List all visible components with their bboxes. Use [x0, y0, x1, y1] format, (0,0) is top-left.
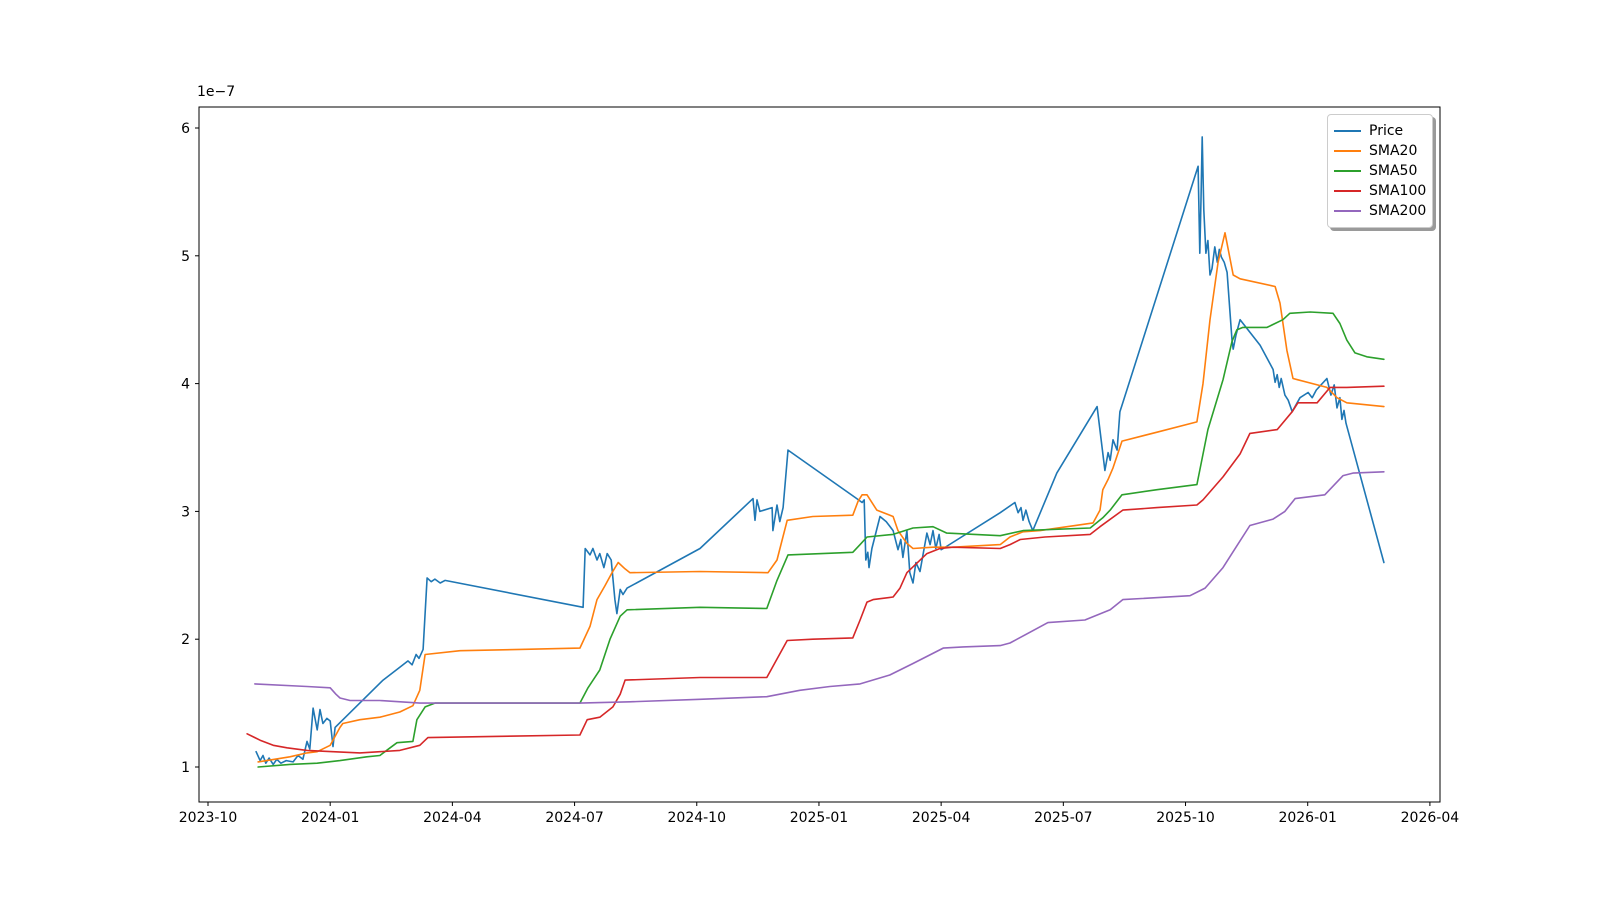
legend-swatch-sma20: [1334, 150, 1361, 152]
legend-item-sma20: SMA20: [1334, 141, 1424, 161]
x-tick-label: 2025-04: [912, 810, 971, 826]
legend-label: SMA20: [1369, 143, 1418, 159]
x-tick-label: 2025-07: [1034, 810, 1093, 826]
y-axis-offset-label: 1e−7: [197, 84, 236, 100]
legend-label: Price: [1369, 123, 1404, 139]
series-line-sma20: [257, 232, 1385, 763]
series-line-price: [255, 136, 1385, 766]
legend-label: SMA100: [1369, 183, 1427, 199]
legend-swatch-sma50: [1334, 170, 1361, 172]
axes-frame: [198, 106, 1441, 803]
series-line-sma50: [257, 311, 1385, 768]
legend-label: SMA50: [1369, 163, 1418, 179]
legend-item-sma50: SMA50: [1334, 161, 1424, 181]
legend-swatch-price: [1334, 130, 1361, 132]
legend-label: SMA200: [1369, 203, 1427, 219]
x-tick-label: 2025-01: [790, 810, 849, 826]
x-tick-label: 2023-10: [179, 810, 238, 826]
y-tick-label: 6: [181, 121, 190, 137]
series-line-sma200: [254, 470, 1385, 704]
x-tick-label: 2026-01: [1278, 810, 1337, 826]
legend-swatch-sma200: [1334, 210, 1361, 212]
y-tick-label: 1: [181, 760, 190, 776]
legend-item-price: Price: [1334, 121, 1424, 141]
y-tick-label: 3: [181, 504, 190, 520]
legend-swatch-sma100: [1334, 190, 1361, 192]
legend: Price SMA20 SMA50 SMA100 SMA200: [1327, 114, 1433, 228]
x-tick-label: 2024-04: [423, 810, 482, 826]
x-tick-label: 2025-10: [1156, 810, 1215, 826]
legend-item-sma200: SMA200: [1334, 201, 1427, 221]
x-tick-label: 2024-07: [545, 810, 604, 826]
x-tick-label: 2024-01: [301, 810, 360, 826]
y-tick-label: 5: [181, 249, 190, 265]
x-tick-label: 2026-04: [1401, 810, 1460, 826]
y-tick-label: 4: [181, 377, 190, 393]
legend-item-sma100: SMA100: [1334, 181, 1427, 201]
series-line-sma100: [246, 385, 1385, 754]
x-tick-label: 2024-10: [668, 810, 727, 826]
y-tick-label: 2: [181, 632, 190, 648]
